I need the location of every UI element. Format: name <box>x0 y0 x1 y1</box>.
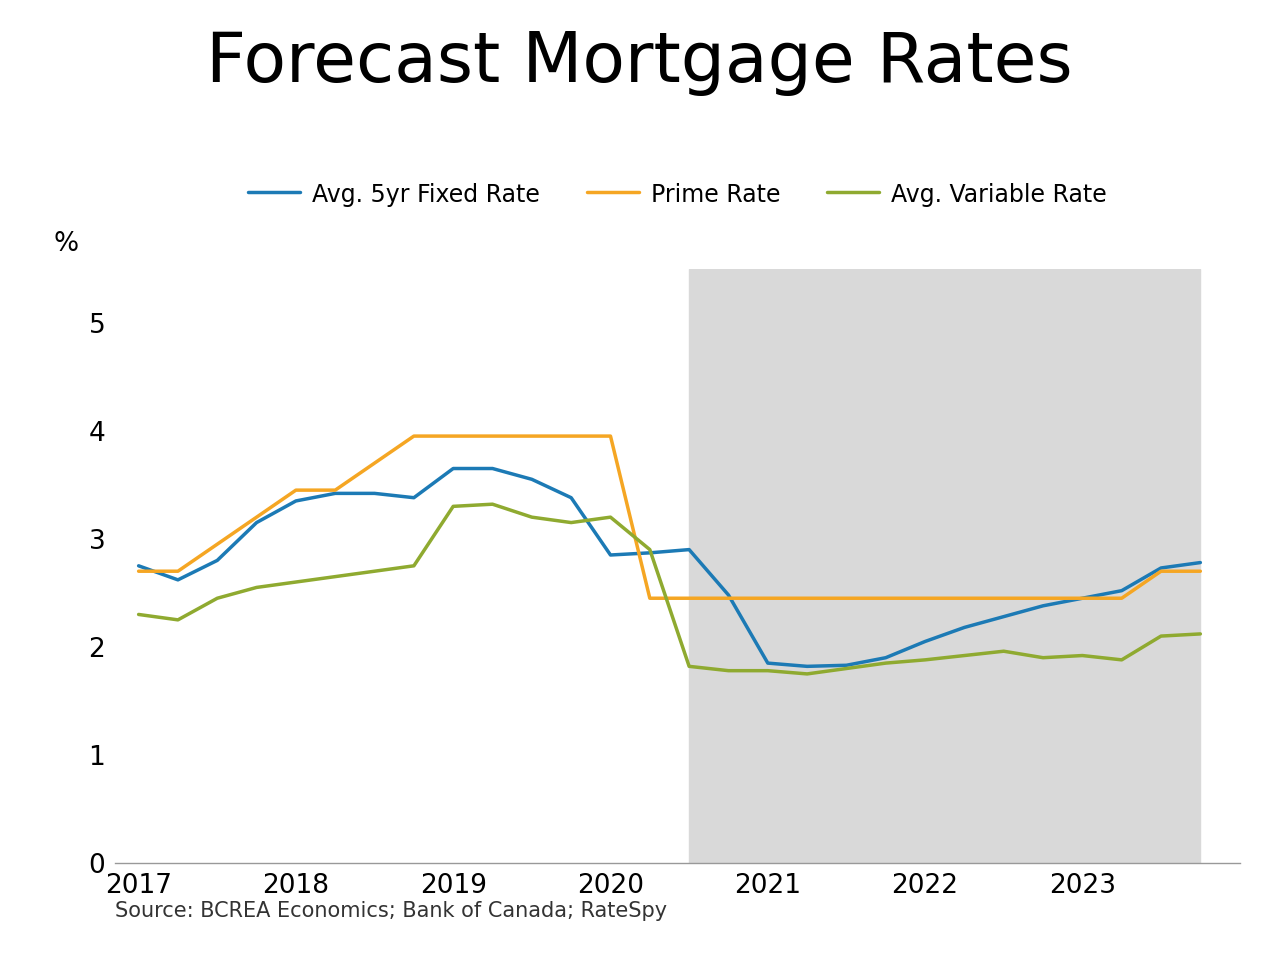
Avg. Variable Rate <box>1035 652 1051 664</box>
Prime Rate <box>838 593 854 604</box>
Avg. Variable Rate <box>249 582 265 594</box>
Prime Rate <box>721 593 736 604</box>
Avg. Variable Rate <box>996 645 1011 657</box>
Avg. Variable Rate <box>524 511 539 523</box>
Line: Avg. Variable Rate: Avg. Variable Rate <box>138 504 1200 674</box>
Avg. 5yr Fixed Rate <box>996 611 1011 622</box>
Avg. Variable Rate <box>918 654 933 666</box>
Avg. Variable Rate <box>1153 630 1168 642</box>
Avg. Variable Rate <box>1114 654 1130 666</box>
Avg. Variable Rate <box>406 560 422 572</box>
Text: Forecast Mortgage Rates: Forecast Mortgage Rates <box>206 29 1072 96</box>
Prime Rate <box>367 457 382 469</box>
Avg. Variable Rate <box>760 665 776 676</box>
Avg. Variable Rate <box>721 665 736 676</box>
Prime Rate <box>1114 593 1130 604</box>
Prime Rate <box>406 431 422 442</box>
Avg. 5yr Fixed Rate <box>800 661 815 672</box>
Prime Rate <box>603 431 619 442</box>
Avg. Variable Rate <box>603 511 619 523</box>
Prime Rate <box>327 484 343 496</box>
Prime Rate <box>170 566 185 577</box>
Avg. Variable Rate <box>446 501 461 512</box>
Avg. 5yr Fixed Rate <box>327 487 343 499</box>
Prime Rate <box>1075 593 1090 604</box>
Prime Rate <box>210 538 225 550</box>
Avg. 5yr Fixed Rate <box>170 574 185 586</box>
Avg. 5yr Fixed Rate <box>681 544 697 555</box>
Prime Rate <box>1192 566 1208 577</box>
Avg. Variable Rate <box>130 609 146 620</box>
Avg. 5yr Fixed Rate <box>1075 593 1090 604</box>
Avg. Variable Rate <box>681 661 697 672</box>
Prime Rate <box>918 593 933 604</box>
Avg. 5yr Fixed Rate <box>603 550 619 561</box>
Avg. 5yr Fixed Rate <box>564 492 579 503</box>
Prime Rate <box>1035 593 1051 604</box>
Avg. Variable Rate <box>1192 628 1208 640</box>
Avg. Variable Rate <box>878 657 893 668</box>
Avg. 5yr Fixed Rate <box>446 463 461 475</box>
Avg. 5yr Fixed Rate <box>1035 600 1051 612</box>
Avg. 5yr Fixed Rate <box>957 621 973 633</box>
Avg. Variable Rate <box>210 593 225 604</box>
Avg. Variable Rate <box>957 650 973 662</box>
Avg. 5yr Fixed Rate <box>642 547 657 558</box>
Prime Rate <box>760 593 776 604</box>
Prime Rate <box>249 511 265 523</box>
Legend: Avg. 5yr Fixed Rate, Prime Rate, Avg. Variable Rate: Avg. 5yr Fixed Rate, Prime Rate, Avg. Va… <box>239 174 1116 216</box>
Avg. 5yr Fixed Rate <box>484 463 500 475</box>
Prime Rate <box>1153 566 1168 577</box>
Avg. Variable Rate <box>838 663 854 674</box>
Prime Rate <box>957 593 973 604</box>
Prime Rate <box>681 593 697 604</box>
Avg. 5yr Fixed Rate <box>838 660 854 671</box>
Prime Rate <box>446 431 461 442</box>
Prime Rate <box>289 484 304 496</box>
Line: Avg. 5yr Fixed Rate: Avg. 5yr Fixed Rate <box>138 469 1200 667</box>
Avg. 5yr Fixed Rate <box>289 495 304 506</box>
Text: Source: BCREA Economics; Bank of Canada; RateSpy: Source: BCREA Economics; Bank of Canada;… <box>115 901 667 921</box>
Line: Prime Rate: Prime Rate <box>138 436 1200 598</box>
Bar <box>689 269 1200 863</box>
Avg. 5yr Fixed Rate <box>760 657 776 668</box>
Prime Rate <box>800 593 815 604</box>
Avg. 5yr Fixed Rate <box>1192 557 1208 569</box>
Avg. 5yr Fixed Rate <box>1153 562 1168 573</box>
Avg. 5yr Fixed Rate <box>367 487 382 499</box>
Avg. Variable Rate <box>642 544 657 555</box>
Avg. Variable Rate <box>564 517 579 528</box>
Avg. 5yr Fixed Rate <box>249 517 265 528</box>
Prime Rate <box>642 593 657 604</box>
Avg. 5yr Fixed Rate <box>130 560 146 572</box>
Avg. 5yr Fixed Rate <box>878 652 893 664</box>
Avg. Variable Rate <box>800 668 815 680</box>
Avg. Variable Rate <box>327 571 343 582</box>
Avg. 5yr Fixed Rate <box>918 636 933 647</box>
Avg. Variable Rate <box>1075 650 1090 662</box>
Prime Rate <box>130 566 146 577</box>
Avg. Variable Rate <box>367 566 382 577</box>
Prime Rate <box>996 593 1011 604</box>
Avg. 5yr Fixed Rate <box>524 474 539 485</box>
Avg. 5yr Fixed Rate <box>406 492 422 503</box>
Prime Rate <box>878 593 893 604</box>
Avg. Variable Rate <box>484 499 500 510</box>
Prime Rate <box>564 431 579 442</box>
Text: %: % <box>54 230 78 257</box>
Avg. Variable Rate <box>170 614 185 625</box>
Prime Rate <box>524 431 539 442</box>
Avg. Variable Rate <box>289 576 304 588</box>
Avg. 5yr Fixed Rate <box>721 589 736 600</box>
Prime Rate <box>484 431 500 442</box>
Avg. 5yr Fixed Rate <box>210 554 225 566</box>
Avg. 5yr Fixed Rate <box>1114 585 1130 596</box>
